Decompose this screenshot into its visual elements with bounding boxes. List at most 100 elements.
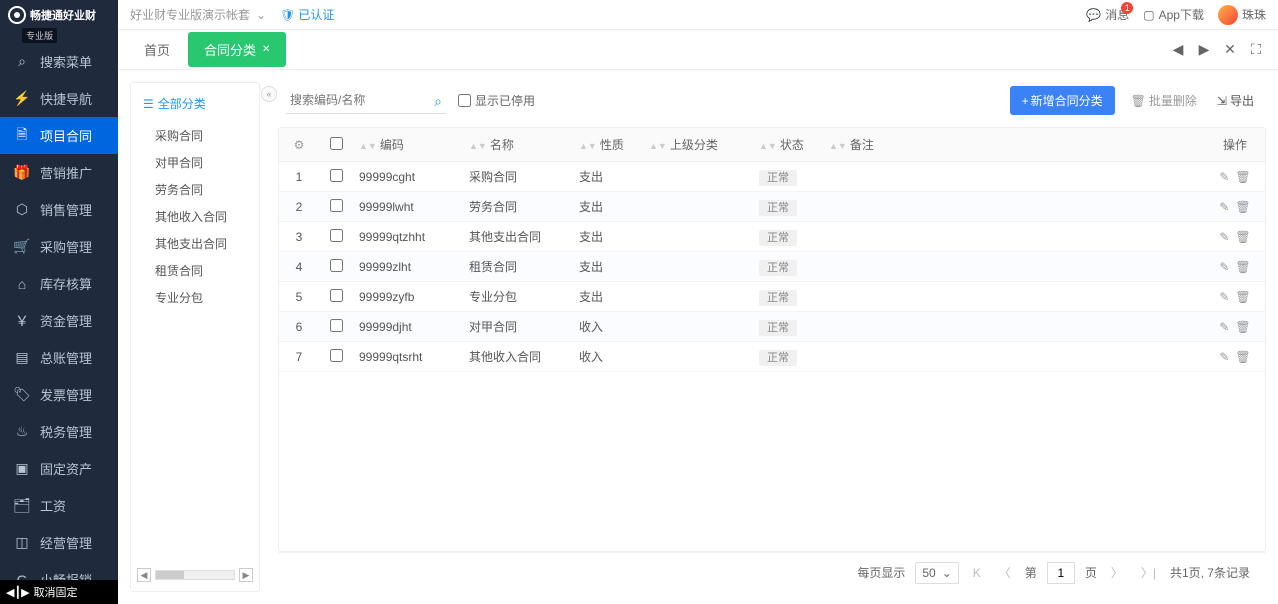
nav-label: 发票管理 xyxy=(40,385,92,404)
row-checkbox[interactable] xyxy=(330,199,343,212)
delete-icon[interactable]: 🗑 xyxy=(1235,170,1250,184)
sort-icon[interactable]: ▲▼ xyxy=(649,144,667,149)
sort-icon[interactable]: ▲▼ xyxy=(829,144,847,149)
messages-button[interactable]: 💬 消息 1 xyxy=(1086,6,1129,23)
sidebar-item[interactable]: ▤总账管理 xyxy=(0,339,118,376)
export-button[interactable]: ⇲ 导出 xyxy=(1213,88,1258,113)
status-badge: 正常 xyxy=(759,230,797,246)
account-selector[interactable]: 好业财专业版演示帐套 ⌄ xyxy=(130,6,266,23)
gear-icon[interactable]: ⚙ xyxy=(294,138,305,152)
delete-icon[interactable]: 🗑 xyxy=(1235,200,1250,214)
delete-icon[interactable]: 🗑 xyxy=(1235,320,1250,334)
sidebar-item[interactable]: 🗎项目合同 xyxy=(0,117,118,154)
tree-item[interactable]: 劳务合同 xyxy=(131,176,259,203)
prev-page[interactable]: 〈 xyxy=(995,564,1015,581)
tree-item[interactable]: 采购合同 xyxy=(131,122,259,149)
page-size-select[interactable]: 50 ⌄ xyxy=(915,562,958,584)
tree-item[interactable]: 专业分包 xyxy=(131,284,259,311)
table-row: 699999djht对甲合同收入正常✎🗑 xyxy=(279,312,1265,342)
sidebar-item[interactable]: ⌂ 库存核算 xyxy=(0,265,118,302)
select-all-checkbox[interactable] xyxy=(330,137,343,150)
status-badge: 正常 xyxy=(759,200,797,216)
app-download-button[interactable]: ▢ App下载 xyxy=(1143,6,1204,23)
user-menu[interactable]: 珠珠 xyxy=(1218,5,1266,25)
edit-icon[interactable]: ✎ xyxy=(1219,320,1229,334)
fullscreen-icon[interactable]: ⛶ xyxy=(1244,38,1268,62)
sidebar-item[interactable]: 🎁营销推广 xyxy=(0,154,118,191)
first-page[interactable]: K xyxy=(969,566,985,580)
nav-label: 工资 xyxy=(40,496,66,515)
add-category-button[interactable]: + 新增合同分类 xyxy=(1010,86,1115,115)
show-disabled-checkbox[interactable]: 显示已停用 xyxy=(458,92,535,109)
page-input[interactable] xyxy=(1047,562,1075,584)
scroll-right[interactable]: ▶ xyxy=(239,568,253,582)
edit-icon[interactable]: ✎ xyxy=(1219,350,1229,364)
sidebar-item[interactable]: ⌕搜索菜单 xyxy=(0,43,118,80)
sidebar-item[interactable]: ▣固定资产 xyxy=(0,450,118,487)
list-icon: ☰ xyxy=(143,97,154,111)
nav-icon: G xyxy=(14,572,30,581)
delete-icon[interactable]: 🗑 xyxy=(1235,230,1250,244)
close-icon[interactable]: ✕ xyxy=(262,44,270,55)
sidebar-item[interactable]: ♨税务管理 xyxy=(0,413,118,450)
edit-icon[interactable]: ✎ xyxy=(1219,170,1229,184)
table-row: 499999zlht租赁合同支出正常✎🗑 xyxy=(279,252,1265,282)
search-icon[interactable]: ⌕ xyxy=(434,93,442,110)
edit-icon[interactable]: ✎ xyxy=(1219,290,1229,304)
nav-icon: 🎁 xyxy=(14,165,30,181)
tab-prev[interactable]: ◀ xyxy=(1166,38,1190,62)
sort-icon[interactable]: ▲▼ xyxy=(469,144,487,149)
status-badge: 正常 xyxy=(759,170,797,186)
delete-icon[interactable]: 🗑 xyxy=(1235,350,1250,364)
last-page[interactable]: 〉| xyxy=(1137,564,1160,581)
sidebar-item[interactable]: ￥资金管理 xyxy=(0,302,118,339)
tree-item[interactable]: 对甲合同 xyxy=(131,149,259,176)
chat-icon: 💬 xyxy=(1086,8,1101,22)
nav-label: 库存核算 xyxy=(40,274,92,293)
collapse-tree-button[interactable]: « xyxy=(261,86,277,102)
tree-item[interactable]: 其他收入合同 xyxy=(131,203,259,230)
sidebar-item[interactable]: 🏷发票管理 xyxy=(0,376,118,413)
sidebar-item[interactable]: G小畅报销 xyxy=(0,561,118,580)
delete-icon[interactable]: 🗑 xyxy=(1235,260,1250,274)
scroll-left[interactable]: ◀ xyxy=(137,568,151,582)
row-checkbox[interactable] xyxy=(330,229,343,242)
sidebar-item[interactable]: 🛒采购管理 xyxy=(0,228,118,265)
edit-icon[interactable]: ✎ xyxy=(1219,200,1229,214)
table-row: 299999lwht劳务合同支出正常✎🗑 xyxy=(279,192,1265,222)
tree-scrollbar[interactable]: ◀ ▶ xyxy=(131,567,259,583)
tab-close-all[interactable]: ✕ xyxy=(1218,38,1242,62)
tree-root[interactable]: ☰ 全部分类 xyxy=(131,91,259,116)
tree-item[interactable]: 其他支出合同 xyxy=(131,230,259,257)
search-input[interactable] xyxy=(286,88,446,114)
nav-icon: ♨ xyxy=(14,424,30,440)
sort-icon[interactable]: ▲▼ xyxy=(759,144,777,149)
tree-item[interactable]: 租赁合同 xyxy=(131,257,259,284)
edit-icon[interactable]: ✎ xyxy=(1219,230,1229,244)
sort-icon[interactable]: ▲▼ xyxy=(359,144,377,149)
tab-bar: 首页合同分类✕ ◀ ▶ ✕ ⛶ xyxy=(118,30,1278,70)
nav-icon: 🗎 xyxy=(14,128,30,144)
tab[interactable]: 首页 xyxy=(128,32,186,67)
row-checkbox[interactable] xyxy=(330,259,343,272)
row-checkbox[interactable] xyxy=(330,319,343,332)
chevron-down-icon: ⌄ xyxy=(256,8,266,22)
edit-icon[interactable]: ✎ xyxy=(1219,260,1229,274)
sidebar-item[interactable]: ⚡快捷导航 xyxy=(0,80,118,117)
sidebar-item[interactable]: ⬡销售管理 xyxy=(0,191,118,228)
pin-toggle[interactable]: ◀┃▶ 取消固定 xyxy=(0,580,118,604)
row-checkbox[interactable] xyxy=(330,349,343,362)
brand-logo: 畅捷通好业财 xyxy=(0,0,118,30)
delete-icon[interactable]: 🗑 xyxy=(1235,290,1250,304)
tab-next[interactable]: ▶ xyxy=(1192,38,1216,62)
batch-delete-button[interactable]: 🗑 批量删除 xyxy=(1127,88,1201,113)
row-checkbox[interactable] xyxy=(330,169,343,182)
next-page[interactable]: 〉 xyxy=(1107,564,1127,581)
sidebar-item[interactable]: 🗂工资 xyxy=(0,487,118,524)
nav-icon: ⌂ xyxy=(14,276,30,292)
sort-icon[interactable]: ▲▼ xyxy=(579,144,597,149)
tab[interactable]: 合同分类✕ xyxy=(188,32,286,67)
message-badge: 1 xyxy=(1121,2,1133,14)
sidebar-item[interactable]: ◫经营管理 xyxy=(0,524,118,561)
row-checkbox[interactable] xyxy=(330,289,343,302)
